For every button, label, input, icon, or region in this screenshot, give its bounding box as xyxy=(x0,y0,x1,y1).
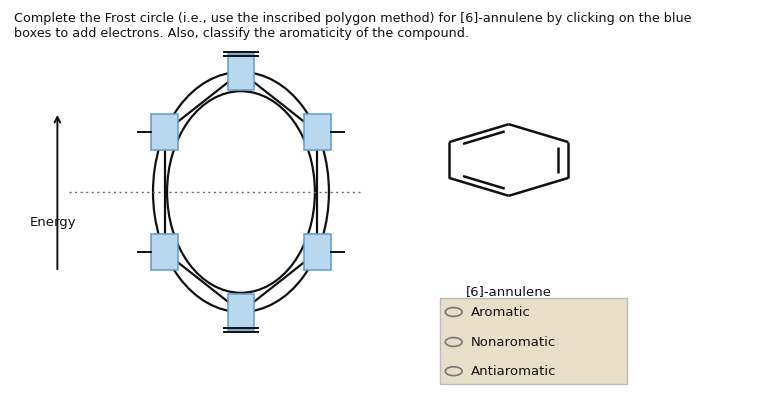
FancyBboxPatch shape xyxy=(151,114,178,150)
FancyBboxPatch shape xyxy=(227,54,254,90)
Text: Energy: Energy xyxy=(31,216,76,229)
Text: Complete the Frost circle (i.e., use the inscribed polygon method) for [6]-annul: Complete the Frost circle (i.e., use the… xyxy=(14,12,692,40)
Text: Nonaromatic: Nonaromatic xyxy=(471,336,556,348)
Text: [6]-annulene: [6]-annulene xyxy=(466,286,552,298)
FancyBboxPatch shape xyxy=(304,114,330,150)
FancyBboxPatch shape xyxy=(440,298,627,384)
FancyBboxPatch shape xyxy=(304,234,330,270)
FancyBboxPatch shape xyxy=(151,234,178,270)
Text: Antiaromatic: Antiaromatic xyxy=(471,365,557,378)
FancyBboxPatch shape xyxy=(227,294,254,330)
Text: Aromatic: Aromatic xyxy=(471,306,531,318)
